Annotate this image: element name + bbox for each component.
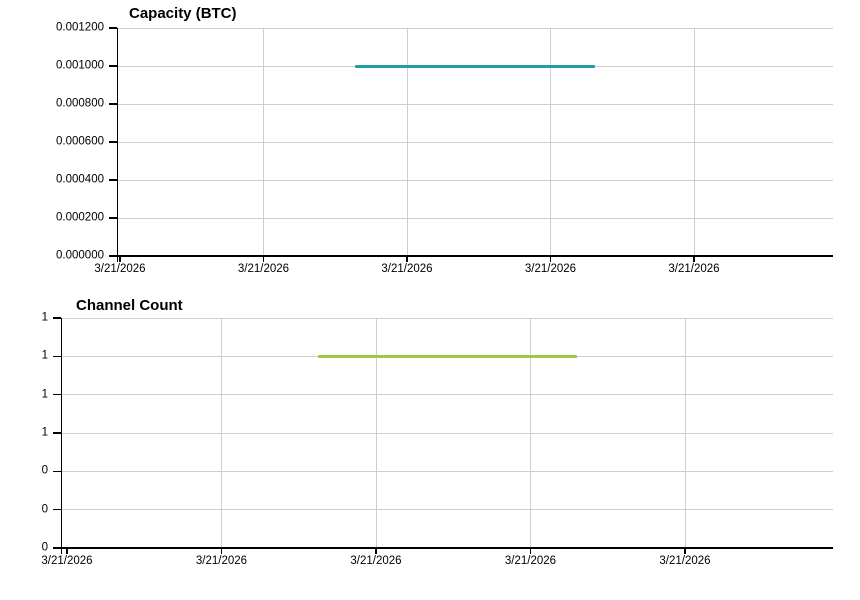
- y-gridline: [62, 509, 833, 511]
- x-axis-line: [116, 255, 833, 257]
- y-tick-mark: [53, 432, 61, 434]
- y-axis-label: 1: [41, 426, 48, 439]
- y-tick-mark: [53, 470, 61, 473]
- x-tick-mark: [375, 548, 377, 554]
- y-tick-mark: [53, 355, 61, 358]
- y-tick-mark: [109, 179, 117, 181]
- x-axis-label: 3/21/2026: [41, 555, 93, 567]
- y-gridline: [62, 470, 833, 472]
- y-tick-mark: [53, 508, 61, 511]
- y-axis-label: 0: [41, 502, 48, 515]
- x-axis-label: 3/21/2026: [659, 555, 711, 567]
- y-axis-label: 0.000600: [56, 135, 104, 148]
- y-axis-line: [116, 28, 118, 262]
- capacity-chart-title: Capacity (BTC): [129, 5, 237, 22]
- y-tick-mark: [53, 547, 61, 549]
- x-tick-mark: [529, 548, 532, 554]
- y-axis-label: 1: [41, 349, 48, 362]
- y-axis-label: 0.000200: [56, 211, 104, 224]
- y-tick-mark: [109, 217, 117, 219]
- x-tick-mark: [684, 548, 686, 554]
- x-tick-mark: [549, 256, 552, 262]
- y-tick-mark: [109, 255, 117, 257]
- y-tick-mark: [53, 317, 61, 319]
- x-axis-label: 3/21/2026: [524, 263, 577, 275]
- y-tick-mark: [109, 65, 117, 67]
- y-gridline: [62, 432, 833, 434]
- y-gridline: [118, 103, 833, 105]
- x-gridline: [693, 28, 695, 256]
- y-axis-label: 0.000000: [56, 249, 104, 262]
- y-axis-label: 0: [41, 541, 48, 554]
- x-gridline: [550, 28, 551, 256]
- y-tick-mark: [109, 103, 117, 105]
- x-tick-mark: [119, 256, 121, 262]
- x-gridline: [221, 318, 222, 548]
- x-gridline: [375, 318, 377, 548]
- y-tick-mark: [109, 27, 117, 29]
- x-axis-label: 3/21/2026: [94, 263, 146, 275]
- x-gridline: [684, 318, 686, 548]
- y-axis-line: [60, 318, 62, 554]
- x-tick-mark: [220, 548, 223, 554]
- y-tick-mark: [53, 393, 61, 396]
- y-axis-label: 0.000400: [56, 173, 104, 186]
- y-axis-label: 0.001200: [56, 21, 104, 34]
- x-axis-label: 3/21/2026: [237, 263, 290, 275]
- x-tick-mark: [262, 256, 265, 262]
- x-axis-line: [60, 547, 833, 549]
- x-tick-mark: [693, 256, 695, 262]
- series-line: [317, 354, 578, 358]
- y-axis-label: 0: [41, 464, 48, 477]
- y-tick-mark: [109, 141, 117, 143]
- y-gridline: [62, 394, 833, 396]
- series-line: [355, 64, 595, 68]
- y-gridline: [118, 217, 833, 219]
- x-axis-label: 3/21/2026: [381, 263, 433, 275]
- x-axis-label: 3/21/2026: [668, 263, 720, 275]
- x-axis-label: 3/21/2026: [504, 555, 557, 567]
- x-axis-label: 3/21/2026: [195, 555, 248, 567]
- channel-count-chart-title: Channel Count: [76, 297, 183, 314]
- y-gridline: [118, 179, 833, 181]
- x-tick-mark: [406, 256, 408, 262]
- y-gridline: [118, 141, 833, 143]
- y-axis-label: 0.000800: [56, 97, 104, 110]
- x-gridline: [530, 318, 531, 548]
- y-axis-label: 1: [41, 311, 48, 324]
- y-gridline: [62, 317, 833, 319]
- x-gridline: [406, 28, 408, 256]
- x-gridline: [263, 28, 264, 256]
- y-axis-label: 1: [41, 387, 48, 400]
- y-gridline: [118, 27, 833, 29]
- x-axis-label: 3/21/2026: [350, 555, 402, 567]
- y-axis-label: 0.001000: [56, 59, 104, 72]
- x-tick-mark: [66, 548, 68, 554]
